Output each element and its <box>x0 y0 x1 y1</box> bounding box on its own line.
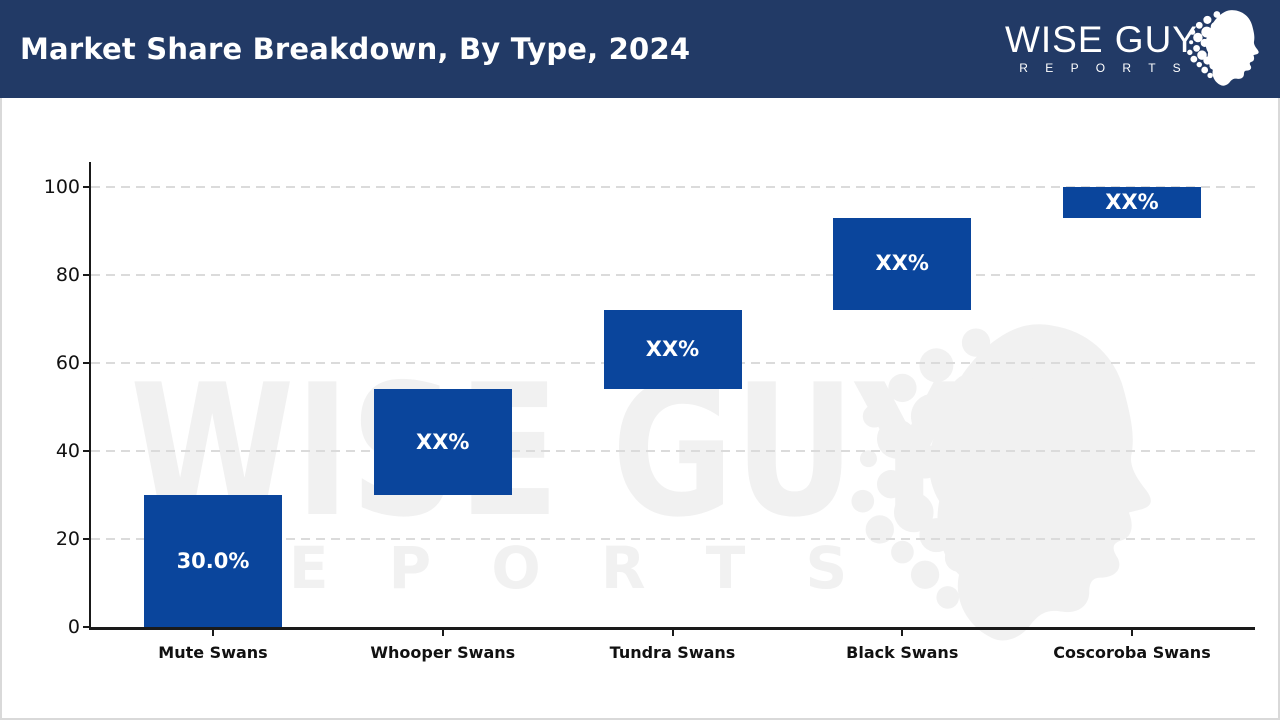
gridline <box>91 450 1255 452</box>
bar-value-label: 30.0% <box>176 548 250 573</box>
y-axis-tick-label: 60 <box>55 352 80 374</box>
bar-segment: XX% <box>373 389 512 495</box>
chart-title: Market Share Breakdown, By Type, 2024 <box>20 32 691 66</box>
bar-segment: XX% <box>603 310 742 390</box>
bar-value-label: XX% <box>645 337 700 362</box>
gridline <box>91 274 1255 276</box>
bar-segment: 30.0% <box>144 495 282 627</box>
y-axis-tick-mark <box>83 626 90 628</box>
brand-logo: WISE GUY R E P O R T S <box>1005 0 1266 98</box>
x-axis-category-label: Whooper Swans <box>370 643 516 662</box>
x-axis-tick-mark <box>671 629 674 636</box>
chart-plot-area: WISE GUY R E P O R T S 0 20 40 60 80 100 30.0%… <box>0 98 1280 720</box>
bar-value-label: XX% <box>416 429 470 454</box>
x-axis-category-label: Mute Swans <box>158 643 268 662</box>
bar-segment: XX% <box>1063 187 1201 218</box>
x-axis-category-label: Coscoroba Swans <box>1053 643 1211 662</box>
header-bar: Market Share Breakdown, By Type, 2024 WI… <box>0 0 1280 98</box>
brand-subname: R E P O R T S <box>1019 60 1188 75</box>
bar-segment: XX% <box>833 217 972 311</box>
x-axis-tick-mark <box>441 629 444 636</box>
y-axis-tick-mark <box>83 362 90 364</box>
x-axis-spine <box>89 627 1255 630</box>
x-axis-tick-mark <box>1131 629 1133 636</box>
y-axis-tick-mark <box>83 450 90 452</box>
face-profile-logo-icon <box>1187 10 1259 86</box>
watermark-subbrand-text: R E P O R T S <box>184 534 868 602</box>
x-axis-tick-mark <box>212 629 214 636</box>
brand-name: WISE GUY <box>1004 18 1198 60</box>
y-axis-tick-mark <box>83 186 90 188</box>
y-axis-spine <box>89 162 91 629</box>
bar-value-label: XX% <box>875 251 929 276</box>
y-axis-tick-label: 0 <box>67 616 80 638</box>
y-axis-tick-mark <box>83 538 90 540</box>
gridline <box>91 538 1255 540</box>
x-axis-category-label: Tundra Swans <box>609 643 736 662</box>
bar-value-label: XX% <box>1105 189 1159 214</box>
x-axis-tick-mark <box>901 629 904 636</box>
x-axis-category-label: Black Swans <box>846 643 959 662</box>
watermark-face-profile-icon <box>851 324 1151 641</box>
gridline <box>91 186 1255 188</box>
y-axis-tick-label: 100 <box>43 176 80 198</box>
y-axis-tick-label: 40 <box>55 440 80 462</box>
brand-logo-text: WISE GUY R E P O R T S <box>1005 21 1198 74</box>
y-axis-tick-label: 80 <box>55 264 80 286</box>
y-axis-tick-mark <box>83 274 90 276</box>
y-axis-tick-label: 20 <box>55 528 80 550</box>
